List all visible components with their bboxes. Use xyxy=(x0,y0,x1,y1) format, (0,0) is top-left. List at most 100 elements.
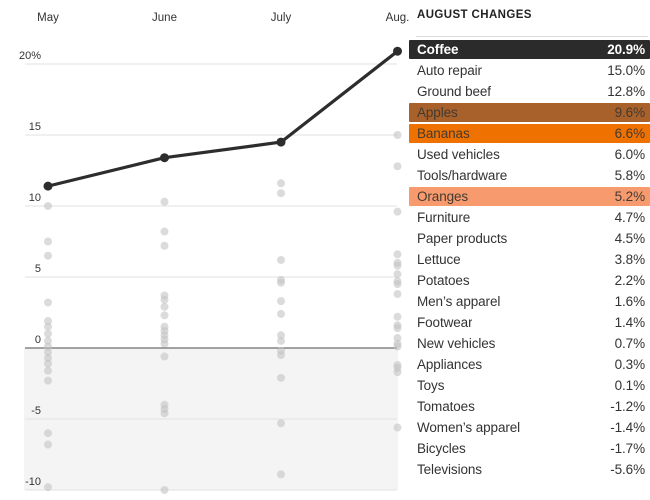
y-tick-label: -5 xyxy=(31,405,41,417)
row-value: -1.7% xyxy=(610,441,645,456)
row-label: Potatoes xyxy=(417,273,470,288)
row-label: Ground beef xyxy=(417,84,491,99)
row-value: 4.7% xyxy=(614,210,645,225)
table-row: Appliances 0.3% xyxy=(409,355,650,374)
y-tick-label: 10 xyxy=(29,192,41,204)
scatter-dot xyxy=(393,342,402,351)
scatter-dot xyxy=(44,353,52,362)
scatter-dot xyxy=(44,483,52,492)
row-label: Paper products xyxy=(417,231,508,246)
scatter-dot xyxy=(44,329,52,338)
scatter-dot xyxy=(393,270,402,279)
scatter-dot xyxy=(44,376,52,385)
row-label: Coffee xyxy=(417,42,459,57)
scatter-dot xyxy=(277,373,285,382)
y-tick-label: 0 xyxy=(35,334,41,346)
row-value: 5.2% xyxy=(614,189,645,204)
scatter-dot xyxy=(44,298,52,307)
scatter-dot xyxy=(160,302,169,311)
table-row: Bicycles -1.7% xyxy=(409,439,650,458)
row-value: 15.0% xyxy=(607,63,645,78)
row-value: 1.6% xyxy=(614,294,645,309)
row-value: 12.8% xyxy=(607,84,645,99)
table-row: Furniture 4.7% xyxy=(409,208,650,227)
y-tick-label: 5 xyxy=(35,263,41,275)
table-row: Tools/hardware 5.8% xyxy=(409,166,650,185)
x-tick-label: May xyxy=(37,12,59,24)
scatter-dot xyxy=(393,324,402,333)
row-value: 2.2% xyxy=(614,273,645,288)
row-label: Auto repair xyxy=(417,63,482,78)
scatter-dot xyxy=(277,309,285,318)
row-label: Bicycles xyxy=(417,441,466,456)
scatter-dot xyxy=(160,227,169,236)
table-row: Used vehicles 6.0% xyxy=(409,145,650,164)
scatter-dot xyxy=(393,250,402,259)
scatter-dot xyxy=(277,179,285,188)
line-point xyxy=(276,137,286,147)
scatter-dot xyxy=(44,237,52,246)
table-row: Bananas 6.6% xyxy=(409,124,650,143)
panel-title: AUGUST CHANGES xyxy=(417,9,532,21)
row-value: 4.5% xyxy=(614,231,645,246)
row-label: Toys xyxy=(417,378,445,393)
august-changes-panel: AUGUST CHANGES Coffee 20.9% Auto repair 15.… xyxy=(408,0,650,500)
line-point xyxy=(393,46,402,56)
line-point xyxy=(160,153,169,163)
row-label: Tools/hardware xyxy=(417,168,508,183)
scatter-dot xyxy=(44,440,52,449)
scatter-dot xyxy=(393,423,402,432)
table-row: Toys 0.1% xyxy=(409,376,650,395)
scatter-dot xyxy=(44,202,52,210)
scatter-dot xyxy=(160,311,169,320)
row-label: Oranges xyxy=(417,189,469,204)
row-value: 0.3% xyxy=(614,357,645,372)
table-row: Coffee 20.9% xyxy=(409,40,650,59)
row-value: -5.6% xyxy=(610,462,645,477)
x-tick-label: Aug. xyxy=(386,12,410,24)
y-tick-label: 15 xyxy=(29,121,41,133)
row-label: Used vehicles xyxy=(417,147,500,162)
table-row: Men’s apparel 1.6% xyxy=(409,292,650,311)
scatter-dot xyxy=(44,251,52,260)
row-value: 6.0% xyxy=(614,147,645,162)
table-row: Oranges 5.2% xyxy=(409,187,650,206)
row-value: 5.8% xyxy=(614,168,645,183)
y-tick-label: -10 xyxy=(25,476,41,488)
scatter-dot xyxy=(277,336,285,345)
line-point xyxy=(43,181,53,191)
row-label: Lettuce xyxy=(417,252,461,267)
row-value: 1.4% xyxy=(614,315,645,330)
row-value: 0.7% xyxy=(614,336,645,351)
scatter-dot xyxy=(44,342,52,351)
y-tick-label: 20% xyxy=(19,50,41,62)
scatter-dot xyxy=(44,366,52,375)
scatter-dot xyxy=(277,255,285,264)
row-label: Bananas xyxy=(417,126,470,141)
row-value: 9.6% xyxy=(614,105,645,120)
scatter-dot xyxy=(44,317,52,326)
scatter-dot xyxy=(277,297,285,306)
scatter-dot xyxy=(393,280,402,289)
x-tick-label: June xyxy=(152,12,177,24)
scatter-dot xyxy=(277,331,285,340)
x-tick-label: July xyxy=(271,12,292,24)
row-label: New vehicles xyxy=(417,336,496,351)
table-row: Televisions -5.6% xyxy=(409,460,650,479)
scatter-dot xyxy=(393,131,402,139)
scatter-dot xyxy=(160,241,169,250)
row-value: 6.6% xyxy=(614,126,645,141)
scatter-dot xyxy=(277,419,285,428)
table-row: Women’s apparel -1.4% xyxy=(409,418,650,437)
row-label: Appliances xyxy=(417,357,483,372)
scatter-dot xyxy=(393,207,402,216)
scatter-dot xyxy=(277,351,285,360)
row-value: -1.2% xyxy=(610,399,645,414)
panel-divider xyxy=(416,36,648,37)
row-label: Women’s apparel xyxy=(417,420,521,435)
row-label: Men’s apparel xyxy=(417,294,501,309)
row-value: -1.4% xyxy=(610,420,645,435)
table-row: Auto repair 15.0% xyxy=(409,61,650,80)
scatter-dot xyxy=(277,189,285,198)
row-label: Televisions xyxy=(417,462,482,477)
